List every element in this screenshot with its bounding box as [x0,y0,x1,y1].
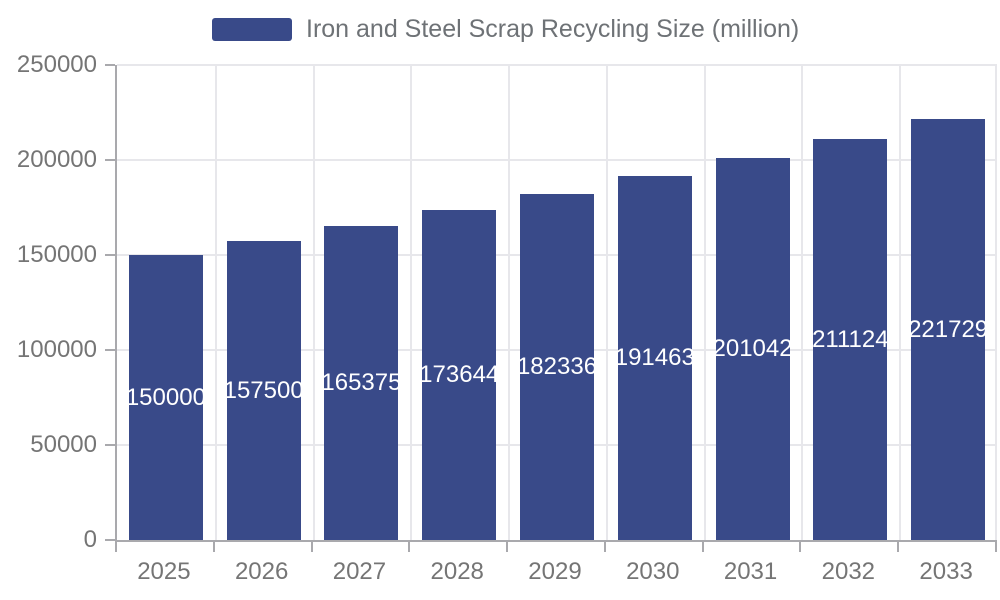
x-axis-tick [995,542,997,552]
bar-value-label: 165375 [321,369,402,396]
y-axis-tick [105,444,115,446]
legend[interactable]: Iron and Steel Scrap Recycling Size (mil… [212,17,799,42]
x-axis-tick [212,542,215,552]
y-axis-label: 0 [83,526,97,553]
bar-value-label: 157500 [223,376,304,404]
x-axis-tick [506,542,509,552]
vertical-gridline [508,65,511,540]
x-axis-label: 2030 [626,558,680,585]
vertical-gridline [703,65,706,540]
y-axis-tick [105,159,115,161]
bar-value-label: 182336 [516,353,598,380]
x-axis-label: 2031 [723,558,778,585]
vertical-gridline [801,65,804,540]
y-axis-label: 200000 [16,146,97,173]
bar-2026[interactable]: 157500 [223,241,304,540]
horizontal-gridline [117,64,997,66]
x-axis-label: 2033 [919,558,973,585]
bar-2032[interactable]: 211124 [812,139,889,540]
x-axis-label: 2028 [430,558,484,585]
y-axis-label: 150000 [16,241,97,268]
vertical-gridline [995,65,997,540]
x-axis-label: 2032 [821,558,876,585]
legend-label: Iron and Steel Scrap Recycling Size (mil… [306,15,800,43]
x-axis-tick [603,542,606,552]
bar-value-label: 201042 [712,335,793,362]
legend-swatch-icon [212,18,292,41]
y-axis-tick [105,349,115,351]
vertical-gridline [312,65,315,540]
bar-value-label: 211124 [812,325,889,353]
bar-2027[interactable]: 165375 [321,226,402,540]
x-axis-tick [799,542,802,552]
vertical-gridline [214,65,217,540]
bar-2031[interactable]: 201042 [712,158,793,540]
x-axis-tick [701,542,704,552]
bar-value-label: 173644 [419,361,500,388]
y-axis-tick [105,539,115,541]
x-axis-label: 2025 [137,558,191,585]
vertical-gridline [410,65,413,540]
bar-value-label: 191463 [614,344,695,371]
bar-value-label: 150000 [125,383,206,411]
bar-2025[interactable]: 150000 [125,255,206,540]
x-axis-tick [408,542,411,552]
y-axis-label: 50000 [30,431,97,458]
bar-2030[interactable]: 191463 [614,176,695,540]
y-axis-tick [105,254,115,256]
bar-2029[interactable]: 182336 [516,194,598,540]
bar-2028[interactable]: 173644 [419,210,500,540]
vertical-gridline [899,65,902,540]
y-axis-tick [105,64,115,66]
plot-area: 150000 157500 165375 173644 182336 191463 2010… [115,64,997,542]
x-axis-tick [897,542,900,552]
y-axis-label: 100000 [16,336,97,363]
bar-value-label: 221729 [908,315,989,343]
x-axis-tick [310,542,313,552]
bar-2033[interactable]: 221729 [908,119,989,540]
vertical-gridline [605,65,608,540]
x-axis-label: 2029 [528,558,582,585]
horizontal-gridline [117,159,997,161]
x-axis-label: 2027 [332,558,387,585]
x-axis-label: 2026 [234,558,289,585]
y-axis-label: 250000 [16,51,97,78]
x-axis-tick [115,542,117,552]
